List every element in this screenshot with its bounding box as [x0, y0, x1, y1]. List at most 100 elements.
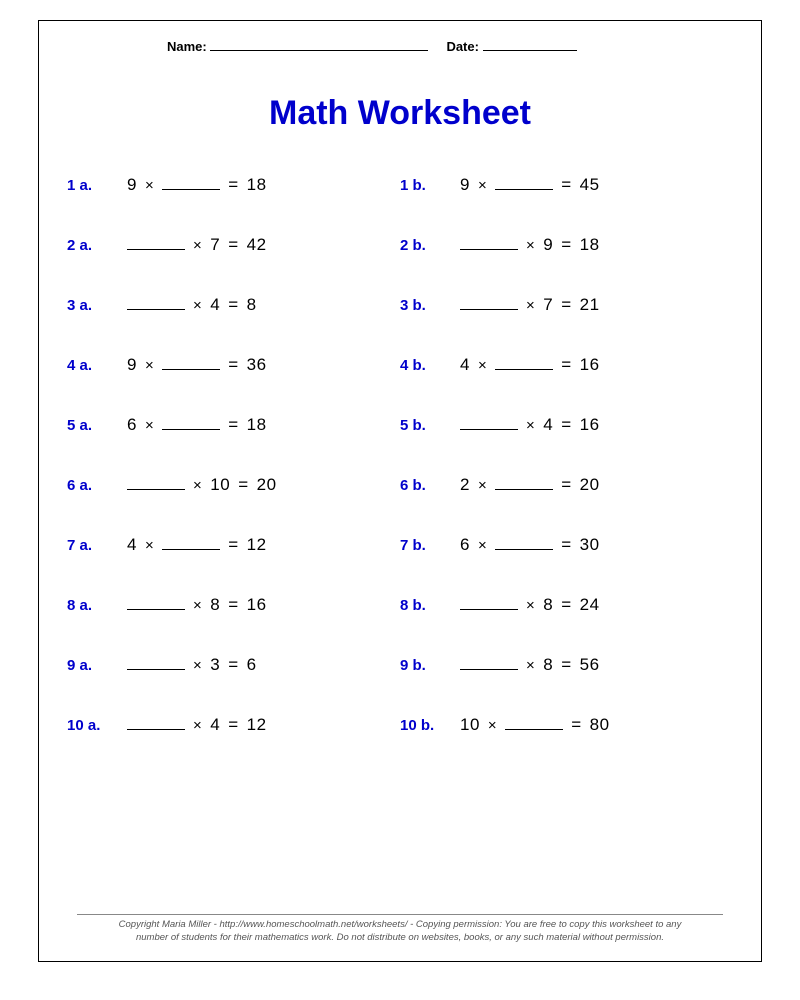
- answer-blank[interactable]: [127, 476, 185, 490]
- answer-blank[interactable]: [127, 236, 185, 250]
- result-value: 16: [580, 355, 600, 375]
- operand-right: 4: [210, 295, 220, 315]
- result-value: 18: [247, 175, 267, 195]
- answer-blank[interactable]: [162, 536, 220, 550]
- problem-label: 3 a.: [67, 297, 127, 314]
- worksheet-title: Math Worksheet: [67, 94, 733, 133]
- result-value: 8: [247, 295, 257, 315]
- multiply-icon: ×: [526, 417, 535, 434]
- operand-left: 4: [460, 355, 470, 375]
- result-value: 21: [580, 295, 600, 315]
- multiply-icon: ×: [193, 657, 202, 674]
- problem-cell: 1 a.9×=18: [67, 175, 400, 235]
- name-label: Name:: [167, 39, 207, 54]
- answer-blank[interactable]: [505, 716, 563, 730]
- operand-right: 8: [543, 595, 553, 615]
- multiply-icon: ×: [145, 537, 154, 554]
- problem-body: ×8=56: [460, 655, 600, 675]
- operand-right: 7: [543, 295, 553, 315]
- equals-sign: =: [228, 295, 238, 315]
- problem-body: ×8=16: [127, 595, 267, 615]
- result-value: 24: [580, 595, 600, 615]
- operand-right: 7: [210, 235, 220, 255]
- equals-sign: =: [228, 715, 238, 735]
- result-value: 30: [580, 535, 600, 555]
- answer-blank[interactable]: [162, 356, 220, 370]
- equals-sign: =: [561, 175, 571, 195]
- operand-left: 9: [127, 175, 137, 195]
- answer-blank[interactable]: [460, 236, 518, 250]
- equals-sign: =: [228, 595, 238, 615]
- multiply-icon: ×: [488, 717, 497, 734]
- name-blank[interactable]: [210, 39, 428, 51]
- equals-sign: =: [561, 655, 571, 675]
- problem-label: 6 b.: [400, 477, 460, 494]
- answer-blank[interactable]: [495, 536, 553, 550]
- equals-sign: =: [228, 355, 238, 375]
- operand-right: 8: [210, 595, 220, 615]
- multiply-icon: ×: [145, 177, 154, 194]
- problem-body: ×9=18: [460, 235, 600, 255]
- problem-cell: 3 b.×7=21: [400, 295, 733, 355]
- problem-label: 7 b.: [400, 537, 460, 554]
- problem-body: ×7=42: [127, 235, 267, 255]
- problem-cell: 7 b.6×=30: [400, 535, 733, 595]
- problem-label: 9 a.: [67, 657, 127, 674]
- answer-blank[interactable]: [127, 716, 185, 730]
- answer-blank[interactable]: [495, 476, 553, 490]
- equals-sign: =: [238, 475, 248, 495]
- problem-body: ×4=8: [127, 295, 257, 315]
- answer-blank[interactable]: [127, 296, 185, 310]
- operand-right: 8: [543, 655, 553, 675]
- problem-cell: 2 b.×9=18: [400, 235, 733, 295]
- problem-cell: 6 b.2×=20: [400, 475, 733, 535]
- problem-label: 5 b.: [400, 417, 460, 434]
- operand-left: 2: [460, 475, 470, 495]
- problem-cell: 8 a.×8=16: [67, 595, 400, 655]
- problem-cell: 10 a.×4=12: [67, 715, 400, 775]
- multiply-icon: ×: [145, 417, 154, 434]
- problem-body: × 3 = 6: [127, 655, 257, 675]
- answer-blank[interactable]: [495, 176, 553, 190]
- multiply-icon: ×: [478, 537, 487, 554]
- result-value: 6: [247, 655, 257, 675]
- equals-sign: =: [228, 655, 238, 675]
- equals-sign: =: [561, 535, 571, 555]
- multiply-icon: ×: [193, 237, 202, 254]
- result-value: 45: [580, 175, 600, 195]
- operand-right: 4: [210, 715, 220, 735]
- problem-cell: 10 b.10×=80: [400, 715, 733, 775]
- problem-cell: 5 a.6×=18: [67, 415, 400, 475]
- problem-label: 7 a.: [67, 537, 127, 554]
- problem-body: 4×=12: [127, 535, 267, 555]
- problem-body: ×4=12: [127, 715, 267, 735]
- operand-left: 6: [127, 415, 137, 435]
- answer-blank[interactable]: [460, 656, 518, 670]
- problem-label: 6 a.: [67, 477, 127, 494]
- answer-blank[interactable]: [162, 416, 220, 430]
- footer-line-1: Copyright Maria Miller - http://www.home…: [119, 919, 682, 930]
- answer-blank[interactable]: [460, 296, 518, 310]
- multiply-icon: ×: [526, 597, 535, 614]
- problem-body: 6×=18: [127, 415, 267, 435]
- problems-grid: 1 a.9×=181 b.9×=452 a.×7=422 b.×9=183 a.…: [67, 175, 733, 775]
- operand-right: 3: [210, 655, 220, 675]
- answer-blank[interactable]: [460, 416, 518, 430]
- problem-cell: 3 a.×4=8: [67, 295, 400, 355]
- problem-label: 4 a.: [67, 357, 127, 374]
- equals-sign: =: [561, 595, 571, 615]
- answer-blank[interactable]: [127, 656, 185, 670]
- problem-cell: 4 b.4×=16: [400, 355, 733, 415]
- answer-blank[interactable]: [495, 356, 553, 370]
- multiply-icon: ×: [145, 357, 154, 374]
- result-value: 80: [590, 715, 610, 735]
- multiply-icon: ×: [478, 357, 487, 374]
- result-value: 56: [580, 655, 600, 675]
- problem-label: 10 b.: [400, 717, 460, 734]
- date-blank[interactable]: [483, 39, 577, 51]
- problem-cell: 6 a.×10=20: [67, 475, 400, 535]
- result-value: 42: [247, 235, 267, 255]
- answer-blank[interactable]: [460, 596, 518, 610]
- answer-blank[interactable]: [162, 176, 220, 190]
- answer-blank[interactable]: [127, 596, 185, 610]
